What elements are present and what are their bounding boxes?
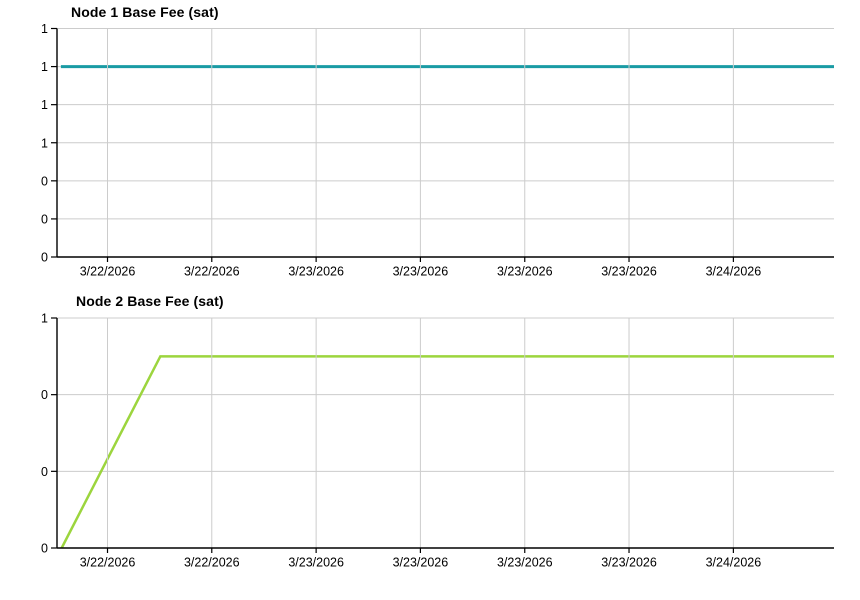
y-tick-label: 1 bbox=[41, 22, 48, 36]
y-tick-label: 0 bbox=[41, 174, 48, 188]
x-tick-label: 3/23/2026 bbox=[288, 556, 344, 570]
x-tick-label: 3/24/2026 bbox=[706, 556, 762, 570]
series-line bbox=[60, 355, 834, 549]
x-tick-label: 3/22/2026 bbox=[80, 556, 136, 570]
y-tick-label: 0 bbox=[41, 212, 48, 226]
y-tick-label: 0 bbox=[41, 251, 48, 265]
x-tick-label: 3/22/2026 bbox=[184, 556, 240, 570]
y-tick-label: 0 bbox=[41, 542, 48, 556]
chart2-title: Node 2 Base Fee (sat) bbox=[76, 293, 224, 309]
x-tick-label: 3/23/2026 bbox=[497, 556, 553, 570]
x-tick-label: 3/23/2026 bbox=[601, 265, 657, 279]
x-tick-label: 3/22/2026 bbox=[80, 265, 136, 279]
x-tick-label: 3/23/2026 bbox=[393, 265, 449, 279]
x-tick-label: 3/23/2026 bbox=[497, 265, 553, 279]
x-tick-label: 3/23/2026 bbox=[288, 265, 344, 279]
x-tick-label: 3/22/2026 bbox=[184, 265, 240, 279]
x-tick-label: 3/23/2026 bbox=[601, 556, 657, 570]
y-tick-label: 1 bbox=[41, 60, 48, 74]
x-tick-label: 3/23/2026 bbox=[393, 556, 449, 570]
y-tick-label: 0 bbox=[41, 465, 48, 479]
x-tick-label: 3/24/2026 bbox=[706, 265, 762, 279]
y-tick-label: 1 bbox=[41, 136, 48, 150]
y-tick-label: 0 bbox=[41, 388, 48, 402]
chart1-title: Node 1 Base Fee (sat) bbox=[71, 4, 219, 20]
y-tick-label: 1 bbox=[41, 312, 48, 326]
y-tick-label: 1 bbox=[41, 98, 48, 112]
